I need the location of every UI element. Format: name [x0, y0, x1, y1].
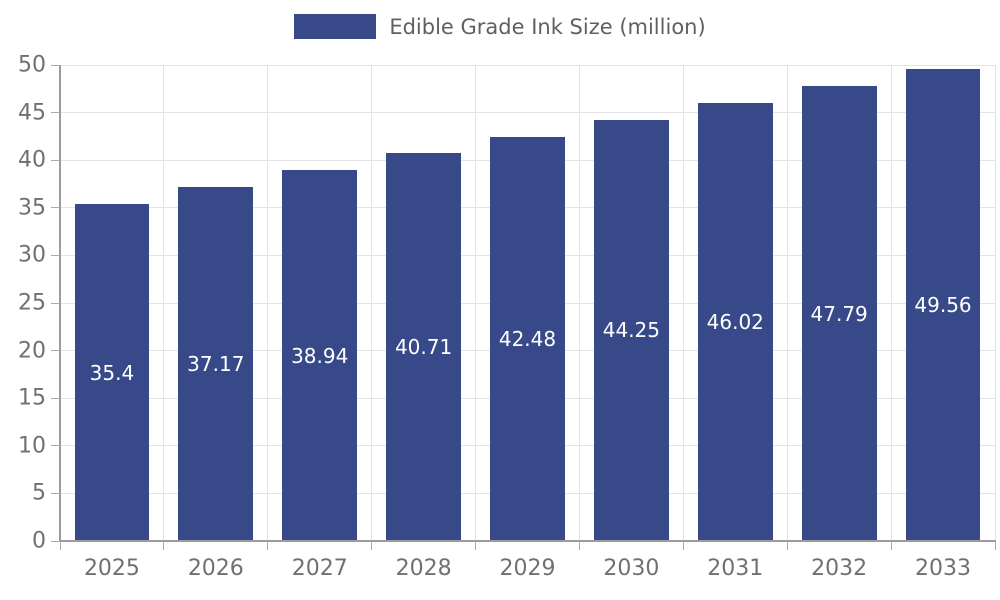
x-tick-label: 2030: [603, 556, 660, 581]
bar-2027[interactable]: 38.94: [282, 170, 358, 541]
v-gridline: [475, 65, 477, 541]
bar-2033[interactable]: 49.56: [905, 69, 981, 541]
bar-value-label: 38.94: [291, 343, 349, 368]
bar-value-label: 40.71: [394, 335, 453, 360]
y-tick-label: 0: [32, 528, 46, 554]
x-tick-mark: [890, 541, 892, 550]
y-tick-label: 25: [18, 290, 46, 316]
y-tick-mark: [51, 159, 60, 161]
x-tick-label: 2027: [291, 556, 348, 581]
y-tick-mark: [51, 445, 60, 447]
bar-value-label: 44.25: [602, 318, 661, 343]
legend-label: Edible Grade Ink Size (million): [389, 14, 706, 39]
v-gridline: [267, 65, 269, 541]
y-axis-line: [59, 65, 61, 541]
y-tick-mark: [51, 254, 60, 256]
y-tick-mark: [51, 112, 60, 114]
y-tick-mark: [51, 492, 60, 494]
x-tick-label: 2032: [811, 556, 868, 581]
x-tick-label: 2026: [187, 556, 244, 581]
v-gridline: [163, 65, 165, 541]
y-tick-label: 30: [18, 242, 46, 268]
y-tick-mark: [51, 207, 60, 209]
y-tick-label: 35: [18, 195, 46, 221]
h-gridline: [60, 112, 995, 114]
v-gridline: [890, 65, 892, 541]
x-tick-label: 2028: [395, 556, 452, 581]
bar-value-label: 47.79: [810, 301, 868, 326]
bar-2025[interactable]: 35.4: [74, 204, 150, 541]
x-tick-mark: [578, 541, 580, 550]
y-tick-label: 40: [18, 147, 46, 173]
bar-value-label: 46.02: [706, 309, 764, 334]
y-tick-mark: [51, 540, 60, 542]
x-tick-mark: [59, 541, 61, 550]
bar-2030[interactable]: 44.25: [593, 119, 669, 541]
y-tick-mark: [51, 350, 60, 352]
y-tick-label: 45: [18, 100, 46, 126]
bar-2026[interactable]: 37.17: [178, 187, 254, 541]
x-tick-mark: [475, 541, 477, 550]
y-tick-label: 50: [18, 52, 46, 78]
v-gridline: [578, 65, 580, 541]
v-gridline: [682, 65, 684, 541]
y-tick-label: 20: [18, 338, 46, 364]
y-tick-label: 5: [32, 480, 46, 506]
bar-2028[interactable]: 40.71: [386, 153, 461, 541]
plot-area: 35.4 37.17 38.94 40.71 42.48 44.25 46.02 47.79 4…: [18, 53, 996, 581]
y-tick-mark: [51, 397, 60, 399]
y-tick-mark: [51, 64, 60, 66]
bar-2029[interactable]: 42.48: [490, 136, 565, 541]
y-tick-label: 15: [18, 385, 46, 411]
x-tick-label: 2033: [915, 556, 972, 581]
legend-item[interactable]: Edible Grade Ink Size (million): [0, 14, 1000, 39]
bar-2032[interactable]: 47.79: [801, 86, 877, 541]
x-tick-mark: [371, 541, 373, 550]
y-tick-label: 10: [18, 433, 46, 459]
y-tick-mark: [51, 302, 60, 304]
x-tick-mark: [786, 541, 788, 550]
x-tick-mark: [267, 541, 269, 550]
bar-value-label: 35.4: [89, 360, 135, 385]
bar-value-label: 49.56: [914, 293, 972, 318]
bar-2031[interactable]: 46.02: [697, 102, 773, 541]
v-gridline: [786, 65, 788, 541]
v-gridline: [994, 65, 996, 541]
x-tick-label: 2031: [707, 556, 764, 581]
v-gridline: [371, 65, 373, 541]
x-tick-mark: [994, 541, 996, 550]
bar-value-label: 37.17: [187, 352, 245, 377]
x-tick-mark: [163, 541, 165, 550]
x-tick-label: 2029: [499, 556, 556, 581]
legend-swatch: [294, 14, 377, 39]
x-tick-mark: [682, 541, 684, 550]
x-tick-label: 2025: [83, 556, 140, 581]
h-gridline: [60, 64, 995, 66]
bar-value-label: 42.48: [498, 326, 557, 351]
x-axis-line: [59, 540, 996, 542]
